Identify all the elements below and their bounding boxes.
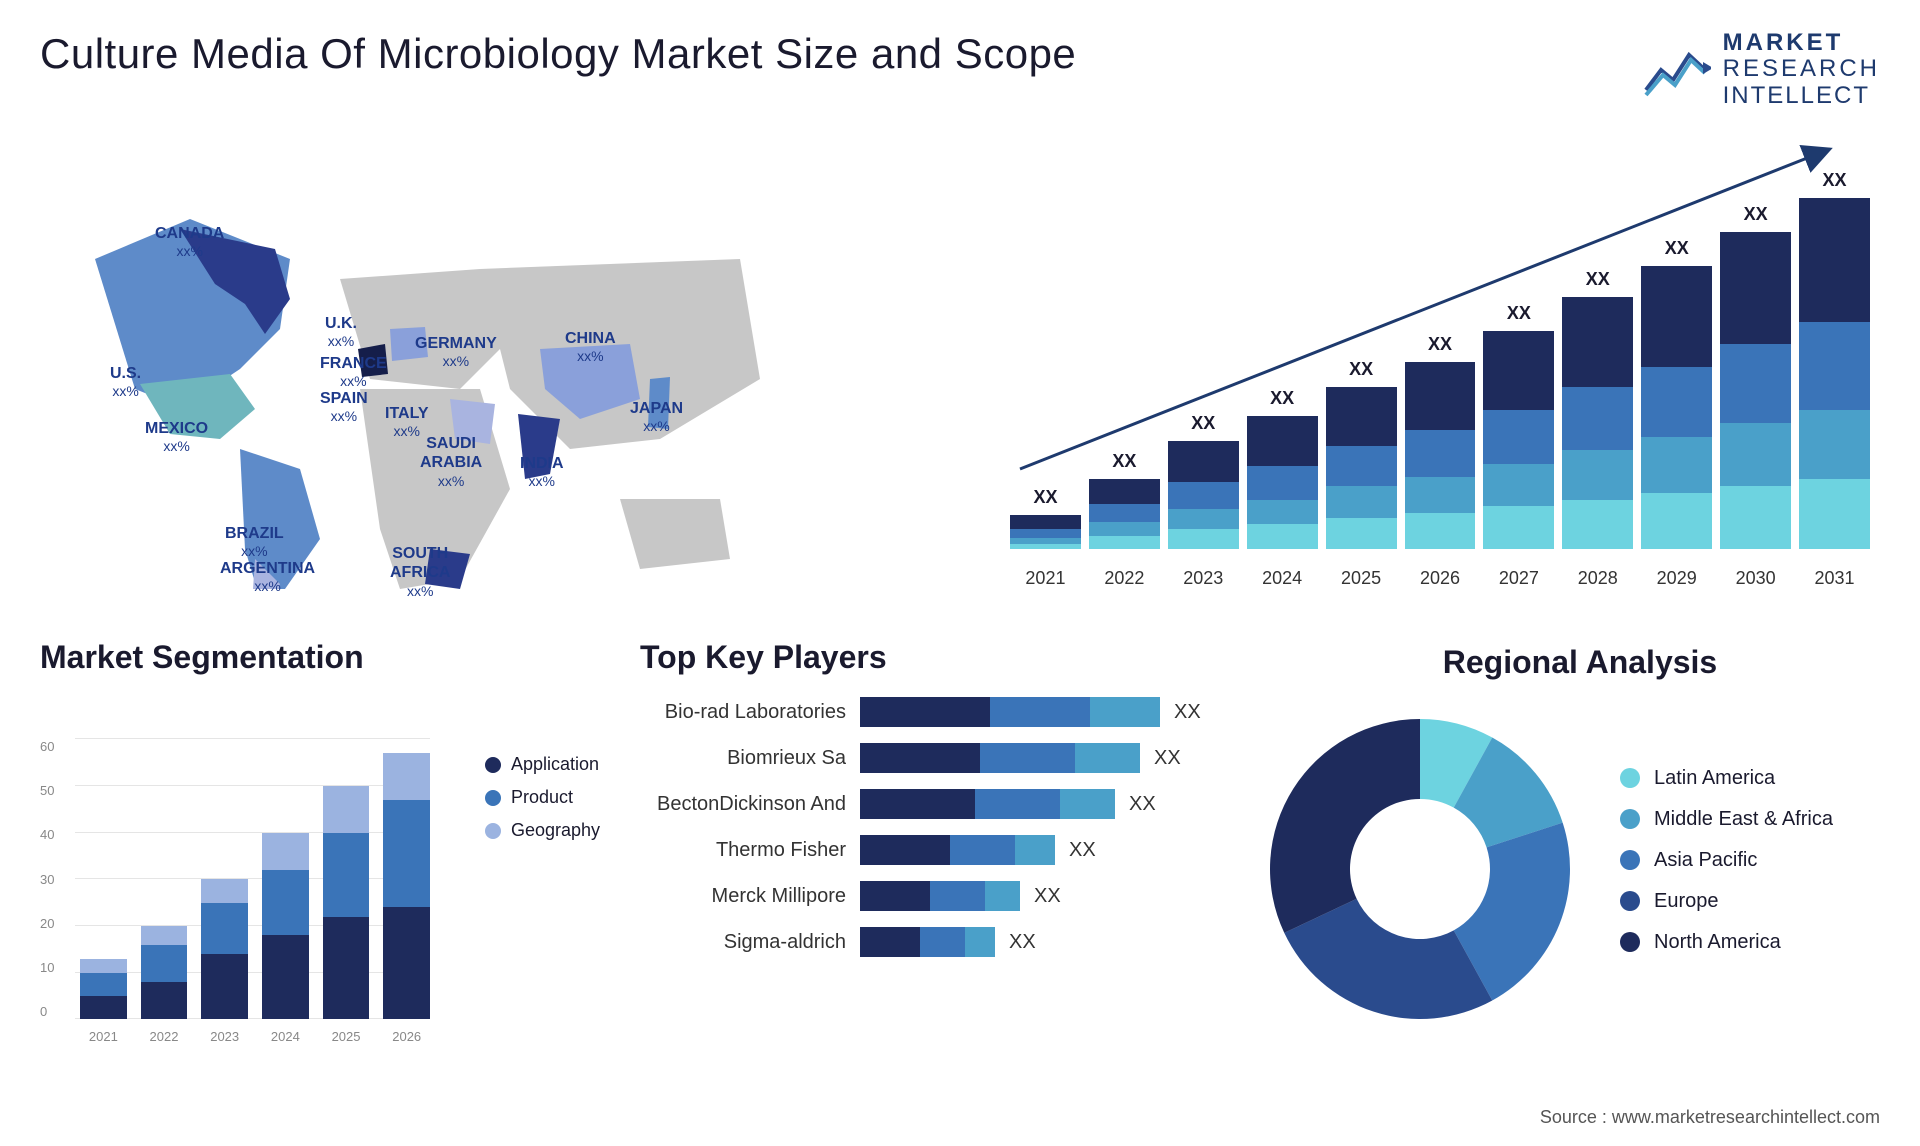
- growth-bar: XX: [1799, 198, 1870, 549]
- growth-x-label: 2024: [1247, 568, 1318, 589]
- growth-bar: XX: [1326, 387, 1397, 549]
- map-label-canada: CANADAxx%: [155, 224, 224, 260]
- player-label: Bio-rad Laboratories: [640, 701, 860, 724]
- growth-bar: XX: [1562, 297, 1633, 549]
- seg-bar: [141, 926, 188, 1019]
- player-row: Biomrieux Sa XX: [640, 740, 1220, 776]
- regional-heading: Regional Analysis: [1260, 644, 1900, 681]
- map-label-india: INDIAxx%: [520, 454, 564, 490]
- logo-line3: INTELLECT: [1723, 83, 1880, 109]
- seg-bar: [262, 833, 309, 1020]
- map-label-japan: JAPANxx%: [630, 399, 683, 435]
- growth-bar: XX: [1405, 362, 1476, 549]
- player-row: Merck Millipore XX: [640, 878, 1220, 914]
- growth-bar-label: XX: [1089, 451, 1160, 472]
- logo-line1: MARKET: [1723, 30, 1880, 56]
- region-legend-item: Middle East & Africa: [1620, 808, 1833, 831]
- map-label-us: U.S.xx%: [110, 364, 141, 400]
- map-label-germany: GERMANYxx%: [415, 334, 497, 370]
- player-row: Sigma-aldrich XX: [640, 924, 1220, 960]
- growth-bar-label: XX: [1799, 170, 1870, 191]
- growth-x-label: 2023: [1168, 568, 1239, 589]
- players-heading: Top Key Players: [640, 639, 1220, 676]
- segmentation-heading: Market Segmentation: [40, 639, 600, 676]
- map-label-saudi: SAUDIARABIAxx%: [420, 434, 482, 489]
- logo-mark-icon: [1641, 40, 1711, 100]
- player-label: Sigma-aldrich: [640, 931, 860, 954]
- map-label-brazil: BRAZILxx%: [225, 524, 284, 560]
- map-svg: [40, 129, 960, 589]
- growth-bar-label: XX: [1641, 238, 1712, 259]
- regional-donut: [1260, 699, 1600, 1039]
- growth-bar-label: XX: [1326, 359, 1397, 380]
- map-label-china: CHINAxx%: [565, 329, 616, 365]
- growth-bar-label: XX: [1247, 388, 1318, 409]
- seg-bar: [201, 879, 248, 1019]
- player-row: Thermo Fisher XX: [640, 832, 1220, 868]
- seg-legend-item: Application: [485, 754, 600, 775]
- growth-bar: XX: [1010, 515, 1081, 549]
- growth-bar: XX: [1247, 416, 1318, 549]
- map-label-france: FRANCExx%: [320, 354, 387, 390]
- map-label-mexico: MEXICOxx%: [145, 419, 208, 455]
- seg-bar: [323, 786, 370, 1019]
- region-legend-item: Latin America: [1620, 767, 1833, 790]
- growth-x-label: 2031: [1799, 568, 1870, 589]
- map-label-uk: U.K.xx%: [325, 314, 357, 350]
- player-label: Merck Millipore: [640, 885, 860, 908]
- player-value: XX: [1069, 839, 1096, 862]
- brand-logo: MARKET RESEARCH INTELLECT: [1641, 30, 1880, 109]
- seg-bar: [383, 753, 430, 1019]
- player-label: Biomrieux Sa: [640, 747, 860, 770]
- growth-x-label: 2022: [1089, 568, 1160, 589]
- segmentation-chart: 0102030405060 202120222023202420252026 A…: [40, 694, 600, 1044]
- growth-bar-label: XX: [1010, 487, 1081, 508]
- growth-bar: XX: [1168, 441, 1239, 549]
- growth-x-label: 2028: [1562, 568, 1633, 589]
- player-value: XX: [1009, 931, 1036, 954]
- seg-legend-item: Product: [485, 787, 600, 808]
- growth-x-label: 2025: [1326, 568, 1397, 589]
- growth-bar-label: XX: [1562, 269, 1633, 290]
- world-map: CANADAxx%U.S.xx%MEXICOxx%BRAZILxx%ARGENT…: [40, 129, 960, 589]
- player-value: XX: [1154, 747, 1181, 770]
- player-row: Bio-rad Laboratories XX: [640, 694, 1220, 730]
- seg-legend-item: Geography: [485, 820, 600, 841]
- growth-bar: XX: [1089, 479, 1160, 549]
- growth-bar: XX: [1483, 331, 1554, 549]
- logo-line2: RESEARCH: [1723, 56, 1880, 82]
- page-title: Culture Media Of Microbiology Market Siz…: [40, 30, 1076, 78]
- seg-bar: [80, 959, 127, 1020]
- growth-bar-label: XX: [1168, 413, 1239, 434]
- player-label: BectonDickinson And: [640, 793, 860, 816]
- source-note: Source : www.marketresearchintellect.com: [1540, 1107, 1880, 1128]
- growth-chart: XXXXXXXXXXXXXXXXXXXXXX 20212022202320242…: [1000, 129, 1880, 589]
- player-value: XX: [1034, 885, 1061, 908]
- players-chart: Bio-rad LaboratoriesXXBiomrieux SaXXBect…: [640, 694, 1220, 960]
- region-legend-item: Europe: [1620, 890, 1833, 913]
- map-label-spain: SPAINxx%: [320, 389, 368, 425]
- growth-bar: XX: [1720, 232, 1791, 549]
- player-label: Thermo Fisher: [640, 839, 860, 862]
- growth-x-label: 2029: [1641, 568, 1712, 589]
- region-legend-item: North America: [1620, 931, 1833, 954]
- map-label-argentina: ARGENTINAxx%: [220, 559, 315, 595]
- player-row: BectonDickinson And XX: [640, 786, 1220, 822]
- growth-x-label: 2027: [1483, 568, 1554, 589]
- region-legend-item: Asia Pacific: [1620, 849, 1833, 872]
- growth-bar-label: XX: [1483, 303, 1554, 324]
- map-label-safrica: SOUTHAFRICAxx%: [390, 544, 450, 599]
- player-value: XX: [1129, 793, 1156, 816]
- player-value: XX: [1174, 701, 1201, 724]
- growth-bar: XX: [1641, 266, 1712, 550]
- growth-x-label: 2026: [1405, 568, 1476, 589]
- growth-x-label: 2021: [1010, 568, 1081, 589]
- growth-x-label: 2030: [1720, 568, 1791, 589]
- growth-bar-label: XX: [1405, 334, 1476, 355]
- growth-bar-label: XX: [1720, 204, 1791, 225]
